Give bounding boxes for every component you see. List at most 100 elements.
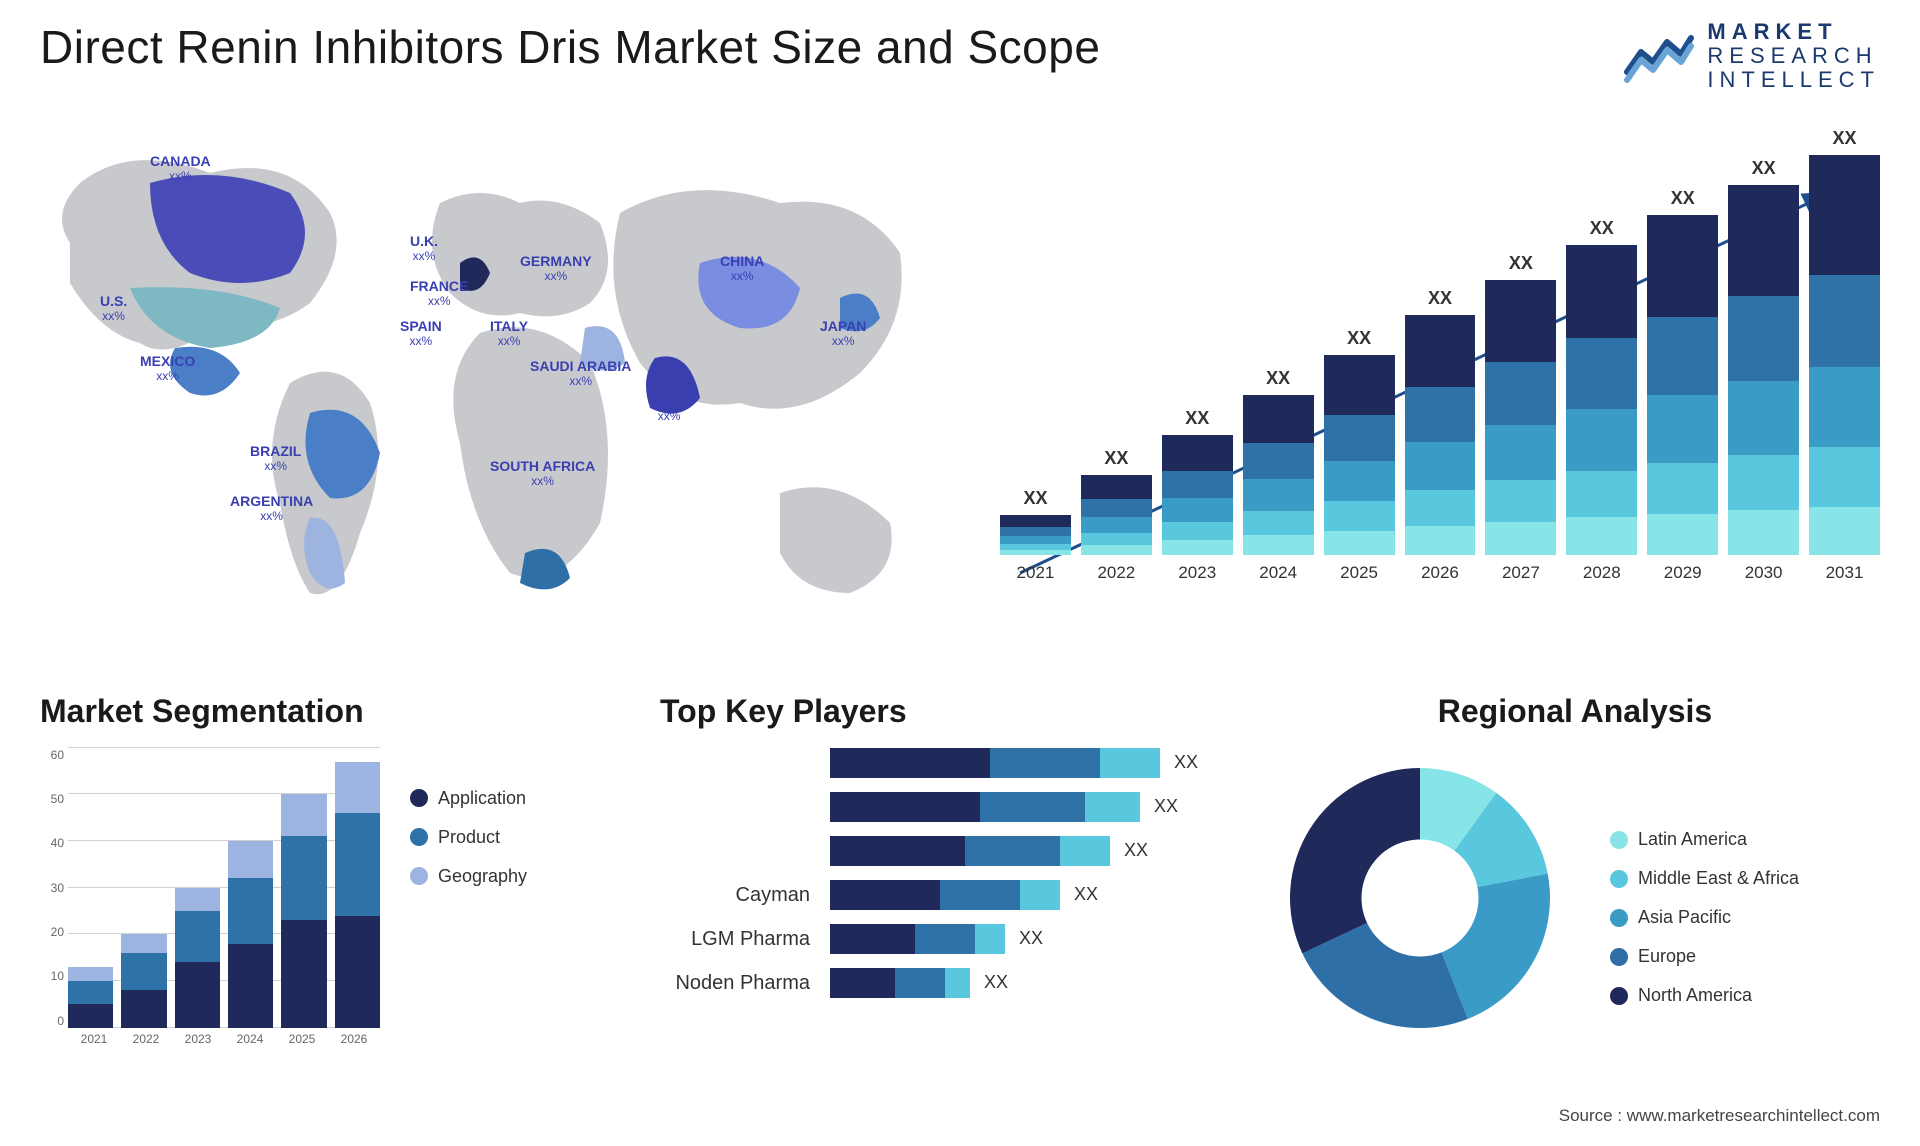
seg-x-label: 2023 <box>172 1032 224 1058</box>
kp-stack <box>830 880 1060 910</box>
growth-bar-segment <box>1809 275 1880 367</box>
seg-bar <box>228 841 273 1028</box>
regional-legend: Latin AmericaMiddle East & AfricaAsia Pa… <box>1610 789 1799 1006</box>
kp-segment <box>1060 836 1110 866</box>
kp-segment <box>980 792 1085 822</box>
growth-bar-segment <box>1485 425 1556 480</box>
seg-x-label: 2022 <box>120 1032 172 1058</box>
growth-bar: XX2028 <box>1566 218 1637 583</box>
seg-bar-segment <box>228 841 273 878</box>
growth-bar-value: XX <box>1428 288 1452 309</box>
kp-label: Cayman <box>660 880 810 910</box>
kp-label <box>660 836 810 866</box>
growth-bar-segment <box>1405 315 1476 387</box>
seg-x-label: 2026 <box>328 1032 380 1058</box>
growth-bar-stack <box>1405 315 1476 555</box>
growth-bar-segment <box>1809 507 1880 555</box>
growth-bar-segment <box>1081 499 1152 517</box>
growth-bar-segment <box>1405 526 1476 555</box>
logo-line-3: INTELLECT <box>1707 68 1880 92</box>
map-label-south-africa: SOUTH AFRICAxx% <box>490 458 595 489</box>
kp-segment <box>975 924 1005 954</box>
seg-legend-item: Application <box>410 788 527 809</box>
seg-bar <box>335 762 380 1028</box>
growth-bar-segment <box>1324 415 1395 461</box>
kp-value: XX <box>984 972 1008 993</box>
swatch-icon <box>410 789 428 807</box>
map-label-france: FRANCExx% <box>410 278 468 309</box>
seg-bar-segment <box>121 990 166 1027</box>
growth-bar-segment <box>1647 514 1718 555</box>
growth-bar-value: XX <box>1266 368 1290 389</box>
growth-bar-year: 2025 <box>1340 563 1378 583</box>
key-players-labels: CaymanLGM PharmaNoden Pharma <box>660 748 810 1004</box>
growth-bar: XX2029 <box>1647 188 1718 583</box>
kp-label: LGM Pharma <box>660 924 810 954</box>
growth-bar-year: 2022 <box>1097 563 1135 583</box>
kp-segment <box>830 880 940 910</box>
page-title: Direct Renin Inhibitors Dris Market Size… <box>40 20 1100 74</box>
growth-bar-year: 2024 <box>1259 563 1297 583</box>
map-label-u.s.: U.S.xx% <box>100 293 127 324</box>
seg-legend-item: Geography <box>410 866 527 887</box>
growth-bar: XX 2024 <box>1243 368 1314 583</box>
key-players-bars: XXXXXXXXXXXX <box>830 748 1220 1004</box>
growth-bar-stack <box>1000 515 1071 555</box>
growth-bar-segment <box>1000 515 1071 527</box>
growth-bar-segment <box>1405 387 1476 442</box>
seg-y-tick: 60 <box>51 748 64 762</box>
growth-bar-segment <box>1566 471 1637 518</box>
growth-bar-segment <box>1000 527 1071 536</box>
growth-bar-segment <box>1728 381 1799 455</box>
growth-bar: XX2031 <box>1809 128 1880 583</box>
donut-slice <box>1290 768 1420 953</box>
seg-bar-segment <box>68 967 113 981</box>
seg-bar-segment <box>68 981 113 1004</box>
growth-bar-year: 2031 <box>1826 563 1864 583</box>
growth-bar-segment <box>1809 447 1880 507</box>
growth-bar-year: 2027 <box>1502 563 1540 583</box>
growth-bar-value: XX <box>1347 328 1371 349</box>
kp-value: XX <box>1074 884 1098 905</box>
kp-value: XX <box>1124 840 1148 861</box>
map-label-mexico: MEXICOxx% <box>140 353 195 384</box>
regional-legend-label: Asia Pacific <box>1638 907 1731 928</box>
map-label-canada: CANADAxx% <box>150 153 211 184</box>
kp-segment <box>940 880 1020 910</box>
seg-y-tick: 30 <box>51 881 64 895</box>
regional-legend-item: Middle East & Africa <box>1610 868 1799 889</box>
growth-bar-segment <box>1243 511 1314 535</box>
kp-value: XX <box>1019 928 1043 949</box>
seg-bar-segment <box>121 953 166 990</box>
growth-bar-segment <box>1647 463 1718 514</box>
growth-bar-segment <box>1728 185 1799 296</box>
growth-bar-segment <box>1647 395 1718 463</box>
segmentation-title: Market Segmentation <box>40 693 610 730</box>
seg-bar <box>175 888 220 1028</box>
kp-stack <box>830 792 1140 822</box>
kp-segment <box>1085 792 1140 822</box>
growth-bar-segment <box>1485 480 1556 521</box>
seg-bar-segment <box>228 944 273 1028</box>
growth-bar-segment <box>1324 461 1395 501</box>
growth-bar-year: 2021 <box>1017 563 1055 583</box>
regional-title: Regional Analysis <box>1270 693 1880 730</box>
regional-legend-label: North America <box>1638 985 1752 1006</box>
growth-bar-segment <box>1647 317 1718 395</box>
kp-stack <box>830 924 1005 954</box>
segmentation-chart: 6050403020100 202120222023202420252026 A… <box>40 748 610 1058</box>
growth-bar-segment <box>1405 490 1476 526</box>
growth-bar-segment <box>1081 545 1152 555</box>
seg-y-tick: 20 <box>51 925 64 939</box>
map-label-germany: GERMANYxx% <box>520 253 592 284</box>
growth-bar-stack <box>1485 280 1556 555</box>
regional-panel: Regional Analysis Latin AmericaMiddle Ea… <box>1270 693 1880 1058</box>
kp-label <box>660 792 810 822</box>
regional-legend-item: Europe <box>1610 946 1799 967</box>
growth-bar: XX2023 <box>1162 408 1233 583</box>
kp-label <box>660 748 810 778</box>
kp-segment <box>830 792 980 822</box>
growth-bar-segment <box>1809 155 1880 275</box>
kp-segment <box>990 748 1100 778</box>
growth-bar-stack <box>1647 215 1718 555</box>
